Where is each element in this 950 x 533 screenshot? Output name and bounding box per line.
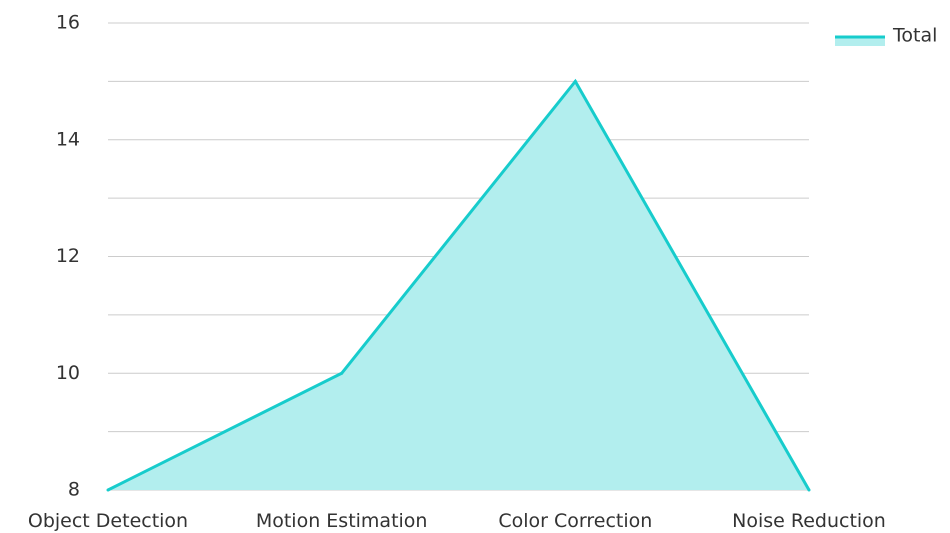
data-point[interactable] (340, 371, 344, 375)
y-axis-ticks: 8 10 12 14 16 (56, 12, 80, 501)
x-axis-ticks: Object Detection Motion Estimation Color C… (28, 510, 886, 532)
series-area-total (108, 81, 809, 490)
data-point[interactable] (807, 488, 811, 492)
plot-area (106, 78, 811, 492)
x-tick-label: Motion Estimation (256, 510, 428, 532)
y-tick-label: 8 (68, 479, 80, 501)
y-tick-label: 12 (56, 245, 80, 267)
legend-swatch-fill (835, 36, 885, 46)
y-tick-label: 10 (56, 362, 80, 384)
legend[interactable]: Total (835, 25, 937, 47)
x-tick-label: Object Detection (28, 510, 188, 532)
x-tick-label: Noise Reduction (732, 510, 886, 532)
series-line-total[interactable] (107, 78, 811, 492)
x-tick-label: Color Correction (498, 510, 652, 532)
data-point[interactable] (106, 488, 110, 492)
data-point[interactable] (573, 79, 577, 83)
y-tick-label: 14 (56, 128, 80, 150)
legend-label: Total (892, 25, 937, 47)
y-tick-label: 16 (56, 12, 80, 34)
